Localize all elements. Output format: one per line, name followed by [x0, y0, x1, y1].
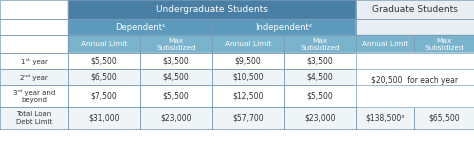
- Text: $12,500: $12,500: [232, 91, 264, 101]
- Text: 3ʳᵈ year and
beyond: 3ʳᵈ year and beyond: [13, 89, 55, 103]
- Text: $3,500: $3,500: [163, 56, 190, 66]
- Polygon shape: [0, 0, 68, 19]
- Polygon shape: [68, 69, 140, 85]
- Text: $23,000: $23,000: [304, 113, 336, 122]
- Text: $31,000: $31,000: [88, 113, 120, 122]
- Polygon shape: [356, 0, 474, 19]
- Text: Undergraduate Students: Undergraduate Students: [156, 5, 268, 14]
- Polygon shape: [284, 85, 356, 107]
- Text: $5,500: $5,500: [91, 56, 118, 66]
- Polygon shape: [0, 19, 68, 35]
- Text: $4,500: $4,500: [163, 72, 190, 81]
- Polygon shape: [284, 53, 356, 69]
- Polygon shape: [68, 19, 212, 35]
- Text: $20,500  for each year: $20,500 for each year: [372, 76, 458, 85]
- Polygon shape: [356, 19, 474, 35]
- Polygon shape: [0, 69, 68, 85]
- Polygon shape: [356, 53, 474, 69]
- Text: 1ˢᵗ year: 1ˢᵗ year: [20, 57, 47, 65]
- Polygon shape: [284, 35, 356, 53]
- Text: $5,500: $5,500: [163, 91, 190, 101]
- Polygon shape: [68, 35, 140, 53]
- Polygon shape: [212, 35, 284, 53]
- Polygon shape: [212, 53, 284, 69]
- Polygon shape: [356, 53, 474, 107]
- Text: Total Loan
Debt Limit: Total Loan Debt Limit: [16, 112, 52, 125]
- Polygon shape: [68, 107, 140, 129]
- Polygon shape: [68, 53, 140, 69]
- Text: $57,700: $57,700: [232, 113, 264, 122]
- Text: $9,500: $9,500: [235, 56, 261, 66]
- Text: $138,500³: $138,500³: [365, 113, 405, 122]
- Text: Annual Limit: Annual Limit: [81, 41, 127, 47]
- Polygon shape: [212, 69, 284, 85]
- Text: $5,500: $5,500: [307, 91, 333, 101]
- Text: Dependent¹: Dependent¹: [115, 22, 165, 31]
- Text: $7,500: $7,500: [91, 91, 118, 101]
- Polygon shape: [140, 53, 212, 69]
- Polygon shape: [140, 35, 212, 53]
- Text: $23,000: $23,000: [160, 113, 192, 122]
- Polygon shape: [212, 107, 284, 129]
- Text: Max
Subsidized: Max Subsidized: [300, 37, 340, 51]
- Text: 2ⁿᵈ year: 2ⁿᵈ year: [20, 74, 48, 81]
- Polygon shape: [0, 35, 68, 53]
- Polygon shape: [0, 107, 68, 129]
- Text: $6,500: $6,500: [91, 72, 118, 81]
- Polygon shape: [0, 85, 68, 107]
- Polygon shape: [140, 69, 212, 85]
- Polygon shape: [212, 85, 284, 107]
- Polygon shape: [414, 107, 474, 129]
- Polygon shape: [140, 107, 212, 129]
- Polygon shape: [356, 69, 474, 85]
- Text: Annual Limit: Annual Limit: [225, 41, 271, 47]
- Text: Max
Subsidized: Max Subsidized: [156, 37, 196, 51]
- Polygon shape: [0, 53, 68, 69]
- Polygon shape: [140, 85, 212, 107]
- Polygon shape: [356, 35, 414, 53]
- Text: $65,500: $65,500: [428, 113, 460, 122]
- Text: Max
Subsidized: Max Subsidized: [424, 37, 464, 51]
- Polygon shape: [284, 69, 356, 85]
- Text: $10,500: $10,500: [232, 72, 264, 81]
- Polygon shape: [414, 35, 474, 53]
- Polygon shape: [68, 0, 356, 19]
- Text: Independent²: Independent²: [255, 22, 312, 31]
- Text: Annual Limit: Annual Limit: [362, 41, 408, 47]
- Polygon shape: [212, 19, 356, 35]
- Polygon shape: [356, 85, 474, 107]
- Text: $3,500: $3,500: [307, 56, 333, 66]
- Text: Graduate Students: Graduate Students: [372, 5, 458, 14]
- Polygon shape: [68, 85, 140, 107]
- Polygon shape: [356, 107, 414, 129]
- Text: $4,500: $4,500: [307, 72, 333, 81]
- Polygon shape: [284, 107, 356, 129]
